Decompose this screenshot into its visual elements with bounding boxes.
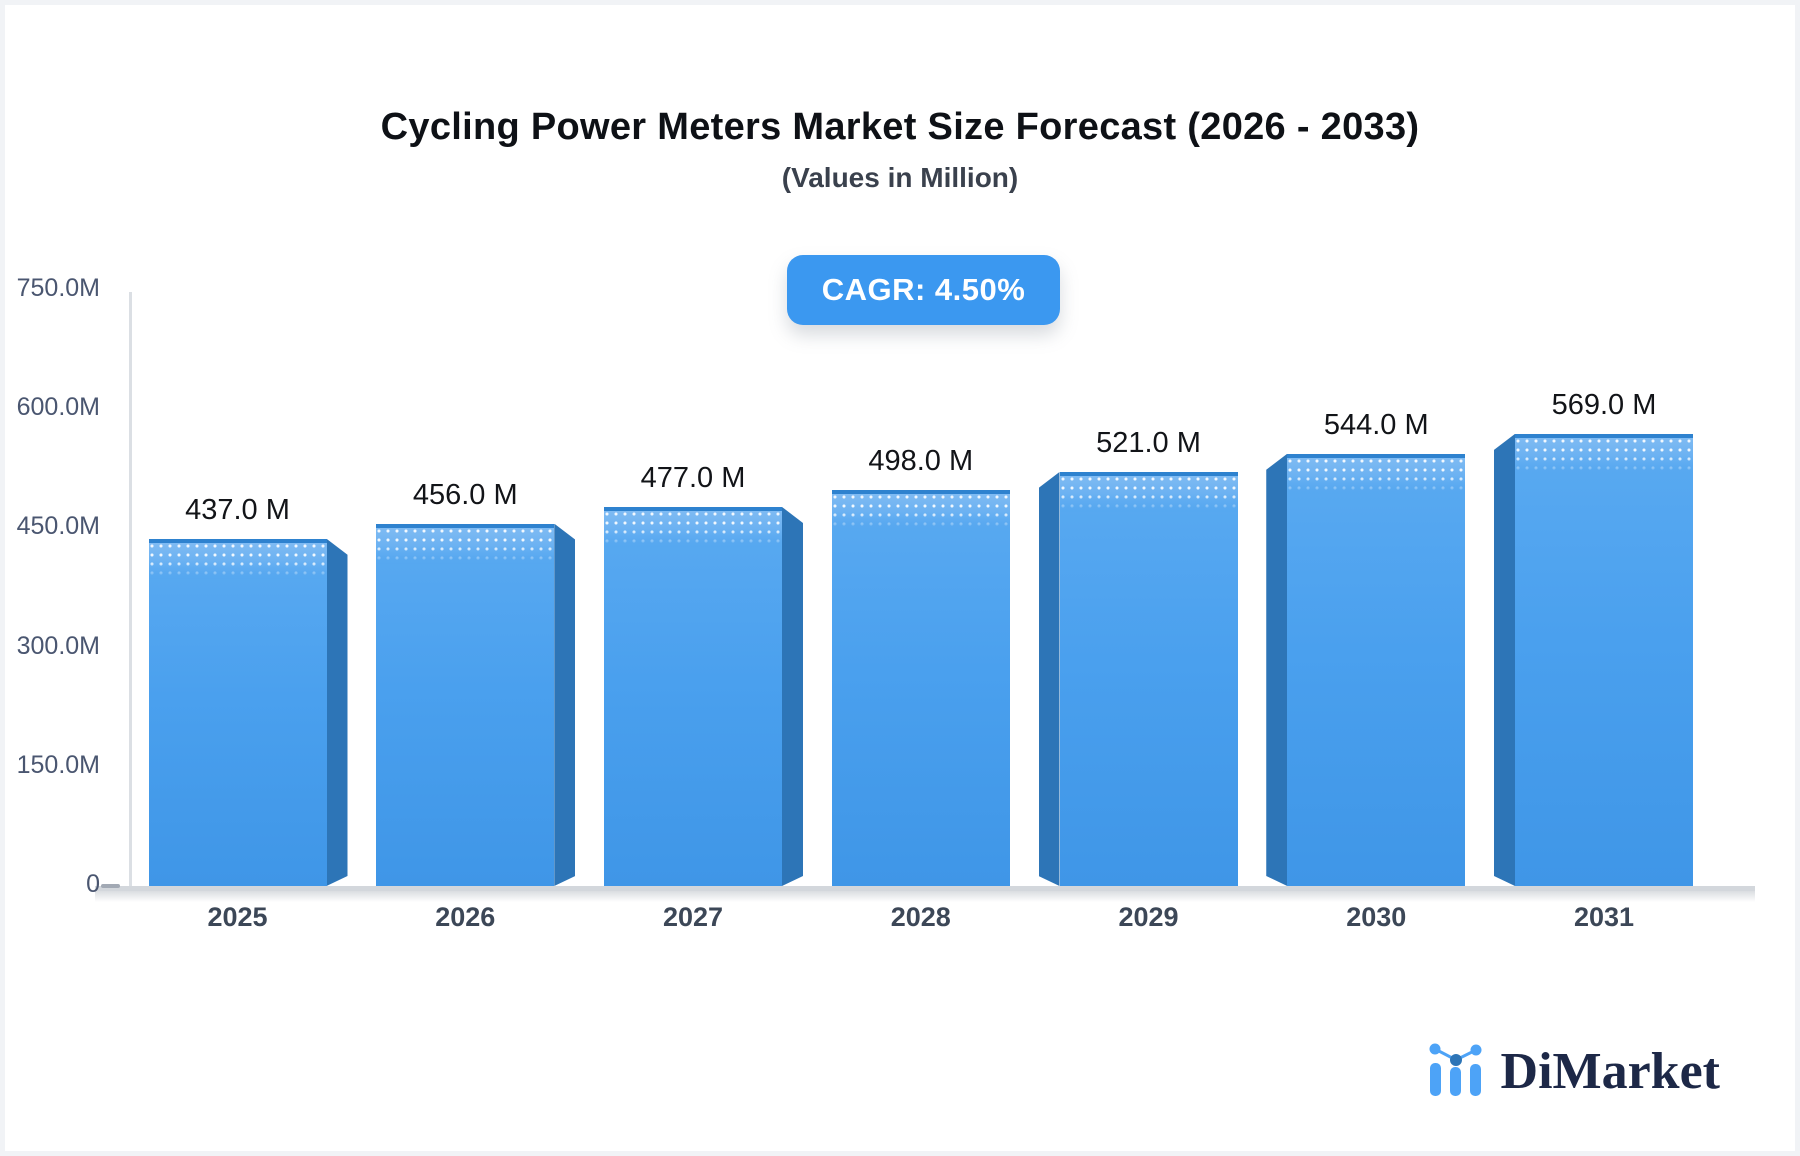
x-tick-label: 2030 <box>1346 902 1407 932</box>
bar[interactable] <box>148 538 327 886</box>
x-tick-label: 2029 <box>1118 902 1179 932</box>
chart-title: Cycling Power Meters Market Size Forecas… <box>380 106 1420 148</box>
cagr-badge: CAGR: 4.50% <box>787 255 1060 325</box>
x-axis-line <box>95 886 1755 902</box>
bar[interactable] <box>1515 433 1693 886</box>
bar[interactable] <box>1059 471 1238 886</box>
x-tick-label: 2026 <box>435 902 496 932</box>
x-tick-label: 2028 <box>890 902 951 932</box>
y-tick-label: 600.0M <box>16 393 100 422</box>
y-tick-label: 0 <box>86 870 100 898</box>
bar-side-face[interactable] <box>782 507 803 886</box>
y-tick-label: 300.0M <box>16 631 100 660</box>
bar-value-label: 437.0 M <box>185 493 290 526</box>
bar[interactable] <box>376 523 555 886</box>
bar[interactable] <box>831 490 1010 886</box>
bar-value-label: 569.0 M <box>1551 388 1657 421</box>
cagr-badge-label: CAGR: 4.50% <box>821 272 1026 307</box>
chart-subtitle: (Values in Million) <box>781 162 1019 193</box>
bar-side-face[interactable] <box>327 539 348 886</box>
x-tick-label: 2027 <box>662 902 724 932</box>
bar[interactable] <box>1287 453 1466 886</box>
x-tick-label: 2031 <box>1573 902 1635 932</box>
y-axis-line <box>129 292 132 888</box>
bar-value-label: 521.0 M <box>1096 426 1201 459</box>
bar-value-label: 456.0 M <box>412 478 518 511</box>
mini-bar-line-chart-icon <box>1427 1040 1485 1103</box>
bar-value-label: 498.0 M <box>868 445 974 478</box>
brand-logo[interactable]: DiMarket <box>1427 1040 1720 1103</box>
bar-side-face[interactable] <box>554 524 575 886</box>
y-tick-label: 450.0M <box>16 512 100 541</box>
bar-side-face[interactable] <box>1039 472 1060 886</box>
bar-side-face[interactable] <box>1494 434 1515 886</box>
bar[interactable] <box>604 506 782 886</box>
bar-value-label: 544.0 M <box>1323 408 1429 441</box>
x-tick-label: 2025 <box>207 902 268 932</box>
brand-name: DiMarket <box>1500 1042 1720 1100</box>
zero-tick-mark <box>101 884 120 888</box>
bar-value-label: 477.0 M <box>640 461 746 494</box>
y-tick-label: 750.0M <box>16 274 100 302</box>
y-tick-label: 150.0M <box>16 750 100 779</box>
bar-side-face[interactable] <box>1266 454 1287 886</box>
